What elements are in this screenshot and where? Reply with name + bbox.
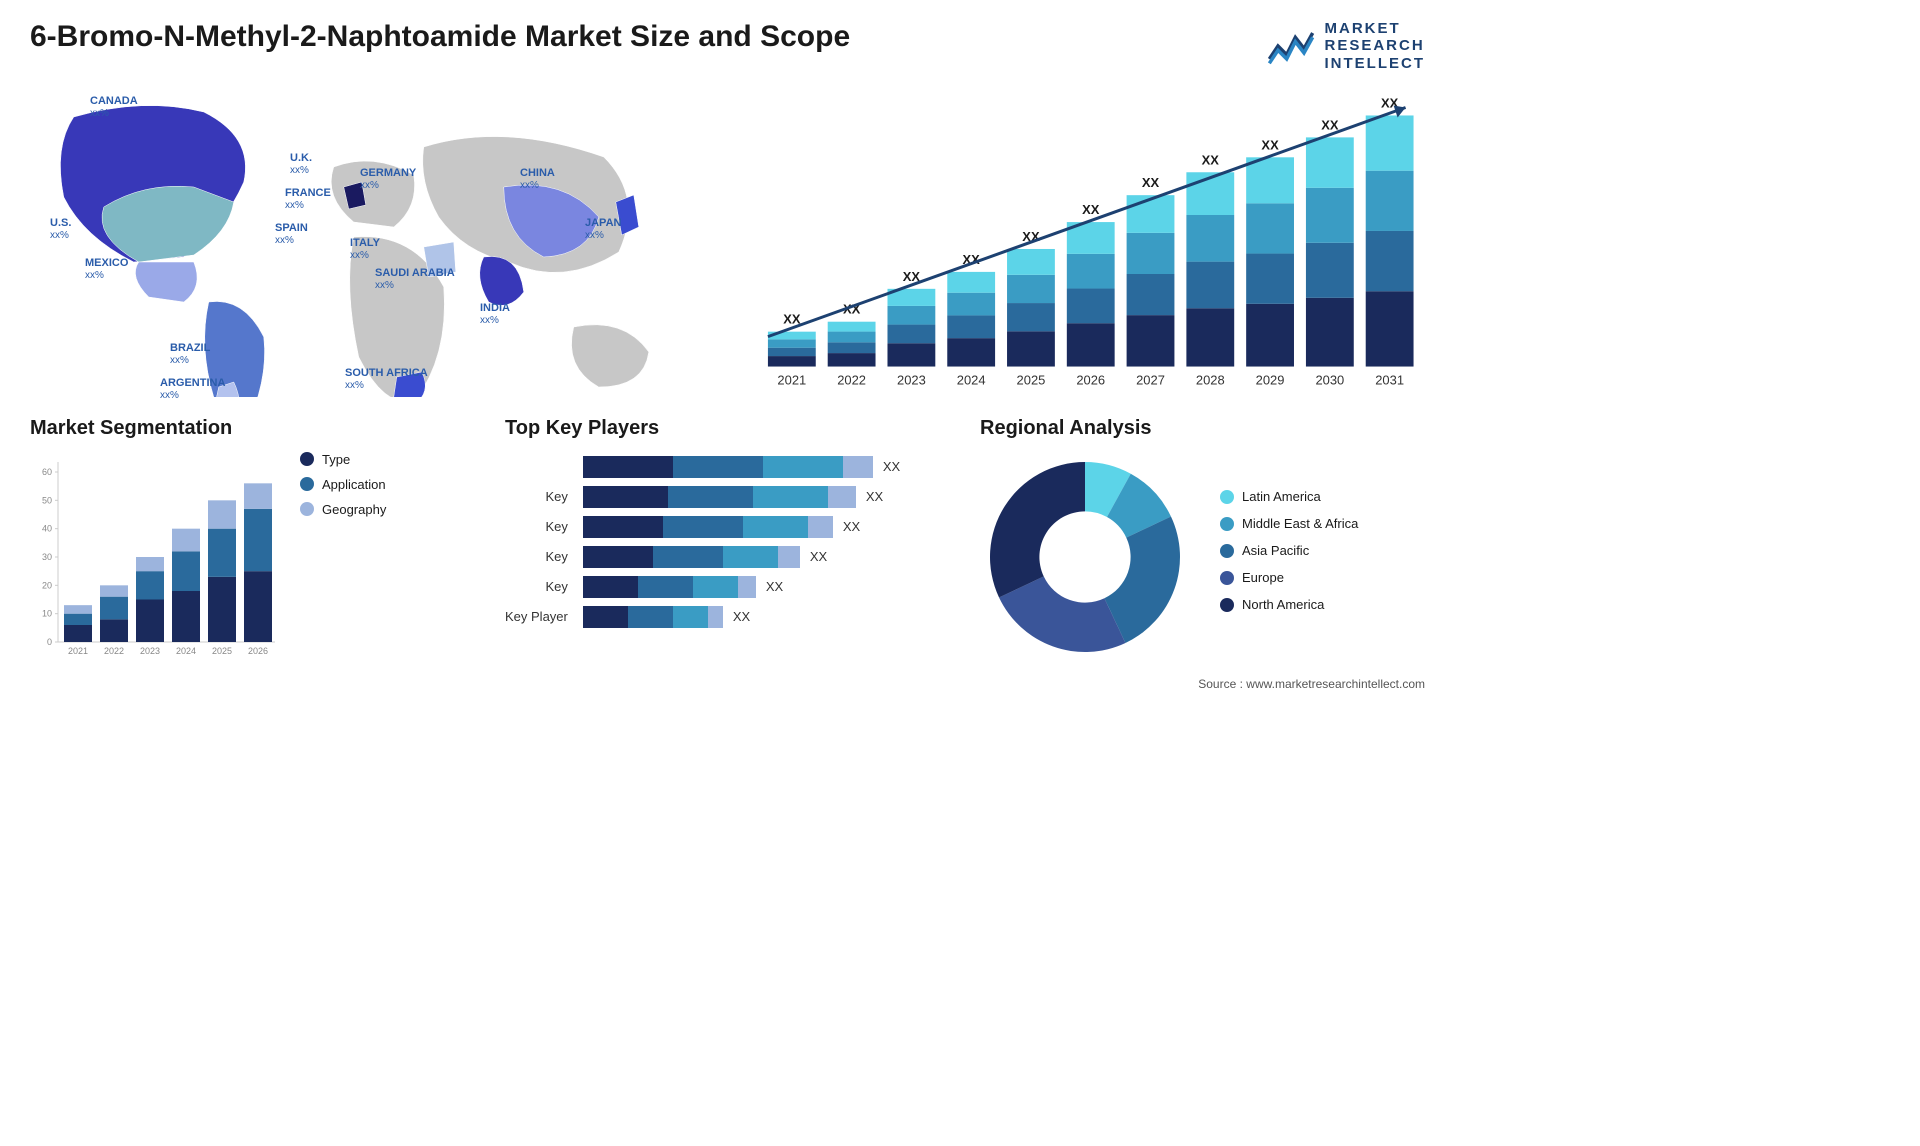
logo-line3: INTELLECT [1325,55,1426,72]
svg-text:2024: 2024 [176,646,196,656]
svg-text:XX: XX [1141,175,1159,190]
segmentation-panel: Market Segmentation 0 10 20 30 40 50 60 2021 202… [30,417,475,662]
svg-text:0: 0 [47,637,52,647]
svg-text:XX: XX [1201,152,1219,167]
svg-text:2025: 2025 [1016,372,1045,387]
map-label: U.K.xx% [290,152,312,176]
map-label: ARGENTINAxx% [160,377,225,401]
page-title: 6-Bromo-N-Methyl-2-Naphtoamide Market Si… [30,20,850,54]
segmentation-legend: Type Application Geography [300,452,386,662]
svg-text:30: 30 [42,552,52,562]
forecast-chart: XX2021XX2022XX2023XX2024XX2025XX2026XX20… [748,87,1426,397]
source-attribution: Source : www.marketresearchintellect.com [30,677,1425,691]
map-label: CHINAxx% [520,167,555,191]
legend-item: Type [300,452,386,467]
regional-title: Regional Analysis [980,417,1425,440]
legend-item: Middle East & Africa [1220,516,1358,531]
map-label: SPAINxx% [275,222,308,246]
svg-text:2029: 2029 [1255,372,1284,387]
player-label: Key [505,482,568,512]
svg-text:2022: 2022 [104,646,124,656]
player-label: Key Player [505,602,568,632]
player-label: Key [505,542,568,572]
legend-item: Europe [1220,570,1358,585]
regional-legend: Latin America Middle East & Africa Asia Pa… [1220,489,1358,624]
player-label: Key [505,512,568,542]
svg-text:2026: 2026 [248,646,268,656]
players-title: Top Key Players [505,417,950,440]
map-label: JAPANxx% [585,217,621,241]
map-label: FRANCExx% [285,187,331,211]
map-label: SAUDI ARABIAxx% [375,267,455,291]
svg-text:20: 20 [42,580,52,590]
svg-text:2023: 2023 [897,372,926,387]
logo-line1: MARKET [1325,20,1426,37]
svg-text:XX: XX [1261,137,1279,152]
svg-text:2026: 2026 [1076,372,1105,387]
map-label: BRAZILxx% [170,342,210,366]
svg-text:2030: 2030 [1315,372,1344,387]
player-label [505,452,568,482]
legend-item: Latin America [1220,489,1358,504]
map-label: INDIAxx% [480,302,510,326]
svg-text:40: 40 [42,523,52,533]
player-row: XX [583,572,950,602]
regional-panel: Regional Analysis Latin America Middle Ea… [980,417,1425,662]
legend-item: Geography [300,502,386,517]
world-map: CANADAxx%U.S.xx%MEXICOxx%BRAZILxx%ARGENT… [30,87,708,397]
regional-donut [980,452,1190,662]
svg-text:XX: XX [1082,202,1100,217]
segmentation-title: Market Segmentation [30,417,475,440]
svg-text:XX: XX [1321,117,1339,132]
players-labels: KeyKeyKeyKeyKey Player [505,452,568,632]
svg-text:2023: 2023 [140,646,160,656]
svg-text:2024: 2024 [956,372,985,387]
svg-text:50: 50 [42,495,52,505]
legend-item: Application [300,477,386,492]
players-panel: Top Key Players KeyKeyKeyKeyKey Player X… [505,417,950,662]
svg-text:2021: 2021 [777,372,806,387]
players-bars: XXXXXXXXXXXX [583,452,950,632]
map-label: SOUTH AFRICAxx% [345,367,428,391]
svg-text:60: 60 [42,467,52,477]
svg-text:2021: 2021 [68,646,88,656]
map-label: CANADAxx% [90,95,138,119]
player-row: XX [583,542,950,572]
svg-text:10: 10 [42,608,52,618]
logo-icon [1265,23,1317,69]
svg-text:2031: 2031 [1375,372,1404,387]
player-row: XX [583,512,950,542]
svg-text:2027: 2027 [1136,372,1165,387]
player-row: XX [583,602,950,632]
player-label: Key [505,572,568,602]
svg-text:2028: 2028 [1195,372,1224,387]
logo-line2: RESEARCH [1325,37,1426,54]
map-label: U.S.xx% [50,217,71,241]
player-row: XX [583,452,950,482]
brand-logo: MARKET RESEARCH INTELLECT [1265,20,1426,72]
map-label: ITALYxx% [350,237,380,261]
svg-text:2025: 2025 [212,646,232,656]
map-label: GERMANYxx% [360,167,416,191]
legend-item: Asia Pacific [1220,543,1358,558]
svg-text:2022: 2022 [837,372,866,387]
segmentation-chart: 0 10 20 30 40 50 60 2021 2022 2023 2024 2025 2026 [30,452,280,662]
map-label: MEXICOxx% [85,257,128,281]
legend-item: North America [1220,597,1358,612]
player-row: XX [583,482,950,512]
